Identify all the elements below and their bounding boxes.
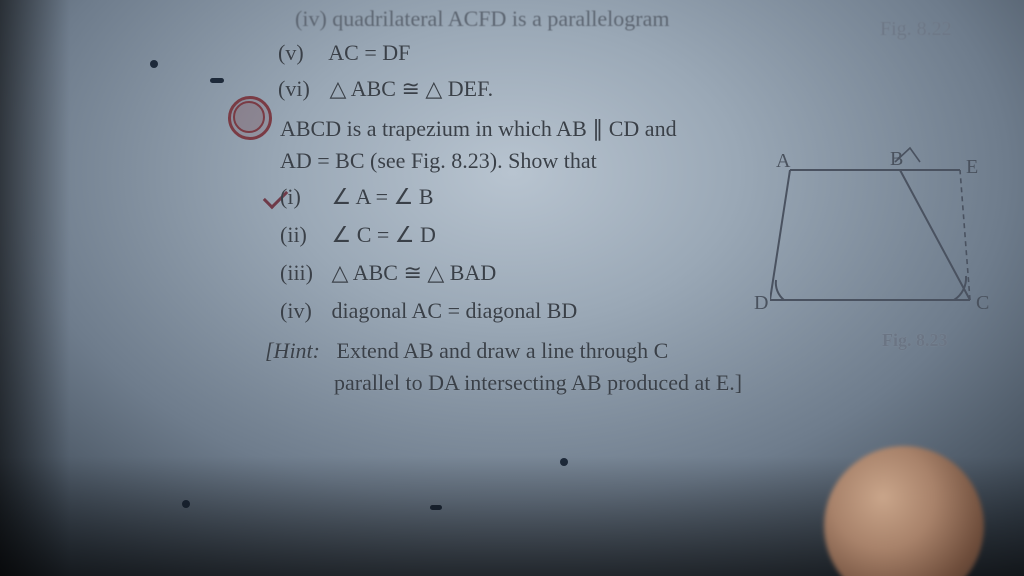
item-vi-text: △ ABC ≅ △ DEF. bbox=[330, 76, 494, 101]
item-iv: (iv) diagonal AC = diagonal BD bbox=[280, 298, 577, 324]
trapezium-svg bbox=[770, 100, 1010, 360]
item-iii-text: △ ABC ≅ △ BAD bbox=[332, 260, 497, 285]
vertex-c: C bbox=[976, 292, 989, 315]
item-vi: (vi) △ ABC ≅ △ DEF. bbox=[278, 76, 493, 102]
vertex-d: D bbox=[754, 292, 768, 315]
item-i-text: ∠ A = ∠ B bbox=[332, 184, 434, 209]
trapezium-figure: A B C D E bbox=[770, 100, 1010, 360]
roman-v: (v) bbox=[278, 40, 324, 66]
item-i: (i) ∠ A = ∠ B bbox=[280, 184, 434, 210]
annotation-circle-inner bbox=[233, 101, 265, 133]
roman-i: (i) bbox=[280, 184, 326, 210]
item-ii: (ii) ∠ C = ∠ D bbox=[280, 222, 436, 248]
roman-iv: (iv) bbox=[280, 298, 326, 324]
problem-line1: ABCD is a trapezium in which AB ∥ CD and bbox=[280, 116, 677, 142]
hint-line2: parallel to DA intersecting AB produced … bbox=[334, 370, 742, 396]
ink-dot bbox=[150, 60, 158, 68]
vertex-b: B bbox=[890, 148, 903, 171]
item-v: (v) AC = DF bbox=[278, 40, 410, 66]
prev-item-iv: (iv) quadrilateral ACFD is a parallelogr… bbox=[295, 6, 670, 32]
hint-text1: Extend AB and draw a line through C bbox=[337, 338, 669, 363]
roman-ii: (ii) bbox=[280, 222, 326, 248]
page-root: (iv) quadrilateral ACFD is a parallelogr… bbox=[0, 0, 1024, 576]
item-v-text: AC = DF bbox=[328, 40, 410, 65]
vertex-e: E bbox=[966, 156, 978, 179]
ink-dash bbox=[210, 78, 224, 83]
hint-label: [Hint: bbox=[265, 338, 320, 363]
fig-ref-top: Fig. 8.22 bbox=[880, 18, 952, 41]
item-ii-text: ∠ C = ∠ D bbox=[332, 222, 436, 247]
problem-line2: AD = BC (see Fig. 8.23). Show that bbox=[280, 148, 597, 174]
item-iv-text: diagonal AC = diagonal BD bbox=[332, 298, 578, 323]
vertex-a: A bbox=[776, 150, 790, 173]
item-iii: (iii) △ ABC ≅ △ BAD bbox=[280, 260, 496, 286]
roman-iii: (iii) bbox=[280, 260, 326, 286]
roman-vi: (vi) bbox=[278, 76, 324, 102]
hint-line1: [Hint: Extend AB and draw a line through… bbox=[265, 338, 668, 364]
